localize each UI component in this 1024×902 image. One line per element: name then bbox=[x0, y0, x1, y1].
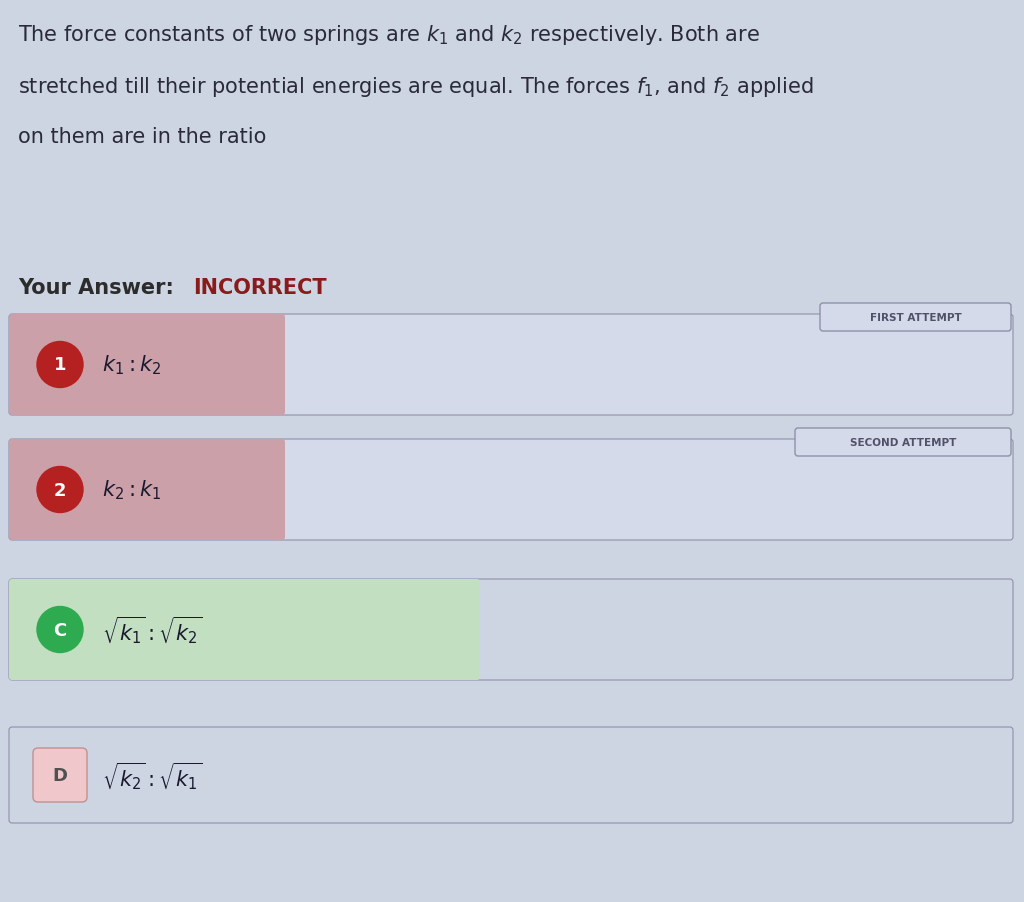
FancyBboxPatch shape bbox=[9, 439, 285, 540]
Text: $\sqrt{k_2} : \sqrt{k_1}$: $\sqrt{k_2} : \sqrt{k_1}$ bbox=[102, 759, 203, 791]
FancyBboxPatch shape bbox=[9, 315, 285, 416]
Text: C: C bbox=[53, 621, 67, 639]
Text: 1: 1 bbox=[53, 356, 67, 374]
Bar bbox=[457, 585, 477, 675]
Text: SECOND ATTEMPT: SECOND ATTEMPT bbox=[850, 437, 956, 447]
FancyBboxPatch shape bbox=[33, 748, 87, 802]
FancyBboxPatch shape bbox=[795, 428, 1011, 456]
Circle shape bbox=[37, 607, 83, 653]
Text: stretched till their potential energies are equal. The forces $f_1$, and $f_2$ a: stretched till their potential energies … bbox=[18, 75, 813, 99]
Circle shape bbox=[37, 342, 83, 388]
Text: FIRST ATTEMPT: FIRST ATTEMPT bbox=[869, 313, 962, 323]
Text: D: D bbox=[52, 766, 68, 784]
Text: $k_2 : k_1$: $k_2 : k_1$ bbox=[102, 478, 161, 502]
Text: INCORRECT: INCORRECT bbox=[193, 278, 327, 298]
Text: The force constants of two springs are $k_1$ and $k_2$ respectively. Both are: The force constants of two springs are $… bbox=[18, 23, 760, 47]
FancyBboxPatch shape bbox=[9, 579, 1013, 680]
Text: on them are in the ratio: on them are in the ratio bbox=[18, 127, 266, 147]
FancyBboxPatch shape bbox=[9, 727, 1013, 824]
Text: $k_1 : k_2$: $k_1 : k_2$ bbox=[102, 354, 161, 377]
Circle shape bbox=[37, 467, 83, 513]
Text: Your Answer:: Your Answer: bbox=[18, 278, 174, 298]
Text: 2: 2 bbox=[53, 481, 67, 499]
Bar bbox=[262, 446, 282, 534]
Text: $\sqrt{k_1} : \sqrt{k_2}$: $\sqrt{k_1} : \sqrt{k_2}$ bbox=[102, 614, 203, 646]
FancyBboxPatch shape bbox=[9, 579, 480, 680]
FancyBboxPatch shape bbox=[9, 439, 1013, 540]
FancyBboxPatch shape bbox=[9, 315, 1013, 416]
Bar bbox=[262, 320, 282, 410]
FancyBboxPatch shape bbox=[820, 304, 1011, 332]
